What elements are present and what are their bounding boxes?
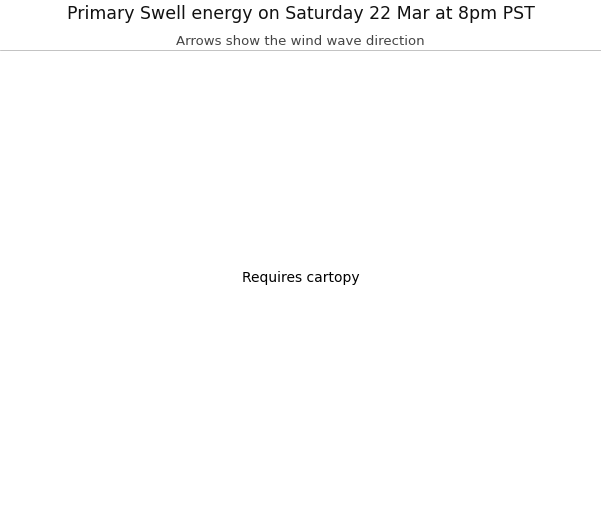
Text: Arrows show the wind wave direction: Arrows show the wind wave direction — [176, 34, 425, 48]
Text: Requires cartopy: Requires cartopy — [242, 271, 359, 285]
Text: Primary Swell energy on Saturday 22 Mar at 8pm PST: Primary Swell energy on Saturday 22 Mar … — [67, 5, 534, 24]
